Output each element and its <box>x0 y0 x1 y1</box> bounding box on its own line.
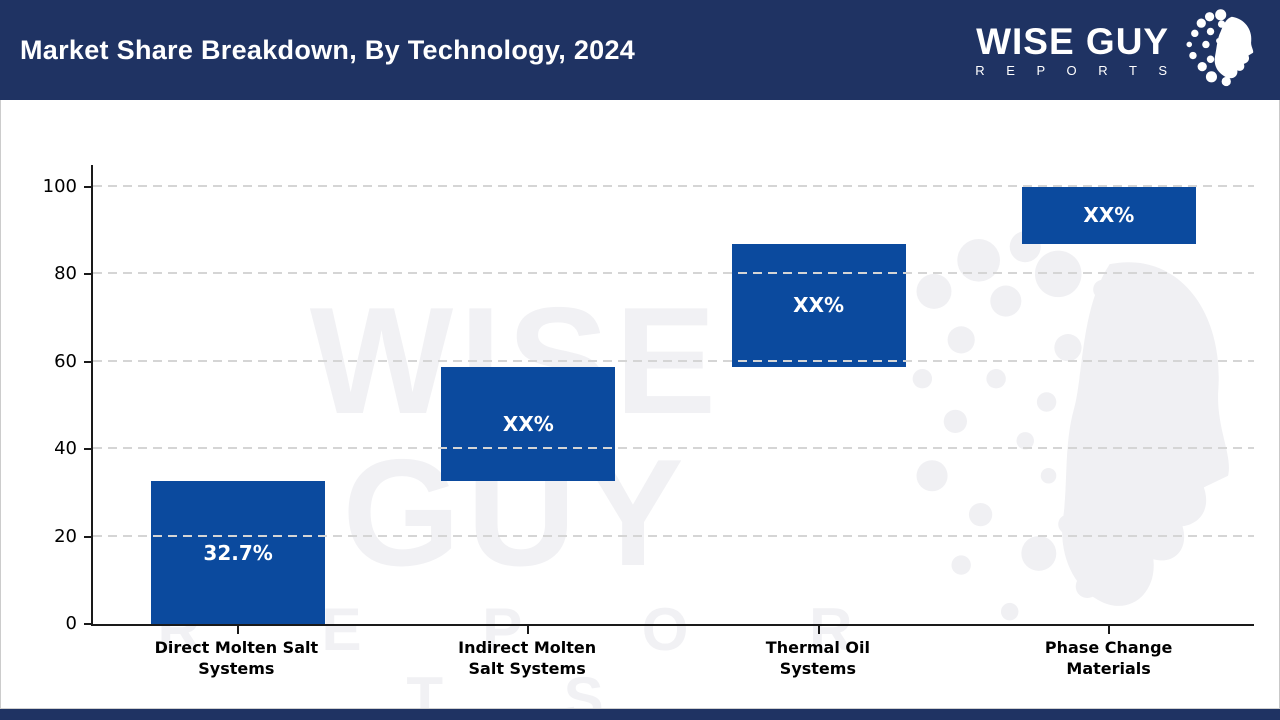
y-tick-label: 100 <box>42 175 77 197</box>
bar-value-label: XX% <box>1083 203 1135 228</box>
x-tick-mark <box>527 626 530 634</box>
bar-segment <box>731 243 906 367</box>
y-tick-mark <box>84 360 91 363</box>
gridline <box>93 184 1254 187</box>
watermark-head-icon <box>912 231 1229 621</box>
bar-value-label: XX% <box>502 412 554 437</box>
gridline <box>93 359 1254 362</box>
x-tick-mark <box>1107 626 1110 634</box>
plot-area: 0 20 40 60 80 100 32.7% XX% XX% XX% <box>43 165 1254 634</box>
x-category-label: Direct Molten Salt Systems <box>154 638 319 678</box>
brand-logo-text: WISE GUY R E P O R T S <box>969 23 1176 78</box>
y-tick-label: 0 <box>65 613 77 634</box>
bar-segment <box>1021 186 1196 244</box>
x-tick-mark <box>237 626 240 634</box>
x-category-label: Thermal Oil Systems <box>765 638 870 678</box>
footer-bar <box>0 708 1280 720</box>
gridline <box>93 447 1254 450</box>
y-tick-label: 20 <box>54 525 77 547</box>
gridline <box>93 534 1254 537</box>
brand-name: WISE GUY <box>976 20 1170 62</box>
chart-canvas: WISE GUY R E P O R T S 02040608010032.7%… <box>0 100 1280 708</box>
x-category-label: Phase Change Materials <box>1044 638 1173 678</box>
brand-subtitle: R E P O R T S <box>975 62 1176 78</box>
y-tick-label: 60 <box>54 350 77 372</box>
bar-value-label: XX% <box>793 293 845 318</box>
y-tick-label: 40 <box>54 438 77 460</box>
bar-segment <box>441 366 616 482</box>
y-tick-mark <box>84 448 91 451</box>
y-tick-label: 80 <box>54 263 77 285</box>
brand-logo: WISE GUY R E P O R T S <box>969 9 1254 91</box>
y-tick-mark <box>84 273 91 276</box>
header-bar: Market Share Breakdown, By Technology, 2… <box>0 0 1280 100</box>
bar-segment <box>151 481 326 624</box>
y-tick-mark <box>84 535 91 538</box>
x-category-label: Indirect Molten Salt Systems <box>458 638 597 678</box>
page-title: Market Share Breakdown, By Technology, 2… <box>20 34 636 65</box>
x-tick-mark <box>817 626 820 634</box>
y-tick-mark <box>84 623 91 625</box>
y-tick-mark <box>84 185 91 188</box>
bar-value-label: 32.7% <box>203 540 273 565</box>
x-axis-labels: Direct Molten Salt Systems Indirect Molten… <box>91 636 1254 700</box>
watermark-brand-subtitle: R E P O R T S <box>157 596 905 708</box>
dotted-head-icon <box>1186 9 1254 87</box>
gridline <box>93 272 1254 275</box>
